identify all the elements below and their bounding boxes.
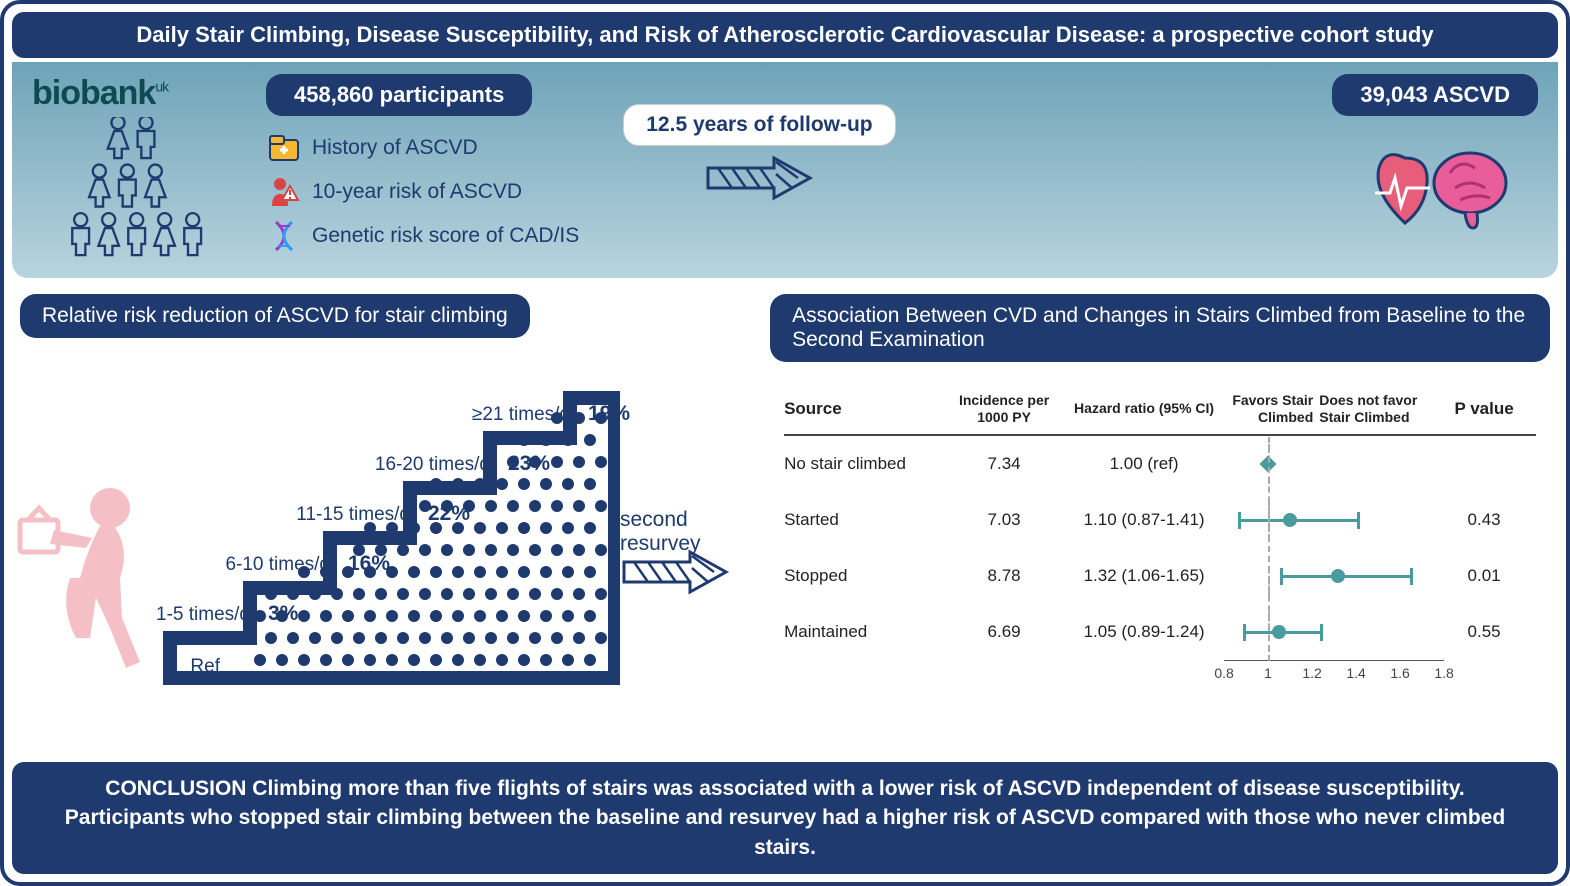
conclusion-text: CONCLUSION Climbing more than five fligh… bbox=[12, 762, 1558, 874]
row-incidence: 7.03 bbox=[944, 510, 1064, 530]
col-p: P value bbox=[1444, 399, 1524, 419]
axis-tick: 1.6 bbox=[1390, 665, 1409, 681]
row-plot bbox=[1224, 500, 1444, 540]
climber-icon bbox=[10, 478, 180, 678]
person-alert-icon bbox=[266, 174, 302, 210]
axis-tick: 1.2 bbox=[1302, 665, 1321, 681]
row-hr: 1.05 (0.89-1.24) bbox=[1064, 622, 1224, 642]
row-p: 0.01 bbox=[1444, 566, 1524, 586]
right-panel: Association Between CVD and Changes in S… bbox=[762, 286, 1558, 750]
biobank-logo: biobankuk bbox=[32, 74, 242, 113]
axis-tick: 1.8 bbox=[1434, 665, 1453, 681]
row-source: Stopped bbox=[784, 566, 944, 586]
forest-axis: 0.811.21.41.61.8 bbox=[1224, 660, 1444, 690]
participants-pill: 458,860 participants bbox=[266, 74, 532, 116]
col-hr: Hazard ratio (95% CI) bbox=[1064, 400, 1224, 417]
stair-pct-4: 23% bbox=[508, 452, 550, 476]
stair-pct-3: 22% bbox=[428, 502, 470, 526]
ascvd-pill: 39,043 ASCVD bbox=[1332, 74, 1538, 116]
infographic-container: Daily Stair Climbing, Disease Susceptibi… bbox=[0, 0, 1570, 886]
folder-icon bbox=[266, 130, 302, 166]
left-panel-header: Relative risk reduction of ASCVD for sta… bbox=[20, 294, 530, 338]
info-label-0: History of ASCVD bbox=[312, 136, 478, 160]
row-p: 0.55 bbox=[1444, 622, 1524, 642]
biobank-column: biobankuk bbox=[32, 74, 242, 262]
row-source: Started bbox=[784, 510, 944, 530]
axis-tick: 1.4 bbox=[1346, 665, 1365, 681]
row-hr: 1.00 (ref) bbox=[1064, 454, 1224, 474]
info-label-1: 10-year risk of ASCVD bbox=[312, 180, 522, 204]
row-plot bbox=[1224, 612, 1444, 652]
col-notfavor: Does not favor Stair Climbed bbox=[1319, 392, 1444, 426]
col-source: Source bbox=[784, 399, 944, 419]
forest-row: Stopped8.781.32 (1.06-1.65) 0.01 bbox=[784, 548, 1536, 604]
dna-icon bbox=[266, 218, 302, 254]
col-plot-header: Favors Stair Climbed Does not favor Stai… bbox=[1224, 392, 1444, 426]
info-label-2: Genetic risk score of CAD/IS bbox=[312, 224, 579, 248]
left-panel: Relative risk reduction of ASCVD for sta… bbox=[12, 286, 754, 750]
forest-plot: Source Incidence per 1000 PY Hazard rati… bbox=[770, 374, 1550, 700]
participants-column: 458,860 participants History of ASCVD 10… bbox=[266, 74, 579, 262]
forest-header-row: Source Incidence per 1000 PY Hazard rati… bbox=[784, 384, 1536, 436]
info-item-genetic: Genetic risk score of CAD/IS bbox=[266, 218, 579, 254]
stair-label-3: 11-15 times/d bbox=[265, 504, 410, 526]
main-title: Daily Stair Climbing, Disease Susceptibi… bbox=[12, 12, 1558, 58]
ascvd-column: 39,043 ASCVD bbox=[1332, 74, 1538, 248]
row-hr: 1.10 (0.87-1.41) bbox=[1064, 510, 1224, 530]
followup-column: 12.5 years of follow-up bbox=[623, 104, 895, 202]
stair-pct-5: 19% bbox=[588, 402, 630, 426]
row-plot bbox=[1224, 556, 1444, 596]
stair-label-4: 16-20 times/d bbox=[345, 454, 490, 476]
forest-body: No stair climbed7.341.00 (ref)Started7.0… bbox=[784, 436, 1536, 660]
top-panel: biobankuk bbox=[12, 62, 1558, 278]
arrow-right-icon bbox=[704, 154, 814, 202]
stair-label-2: 6-10 times/d bbox=[195, 554, 330, 576]
axis-tick: 0.8 bbox=[1214, 665, 1233, 681]
stair-label-5: ≥21 times/d bbox=[435, 404, 570, 426]
heart-brain-icon bbox=[1355, 128, 1515, 248]
forest-row: Started7.031.10 (0.87-1.41) 0.43 bbox=[784, 492, 1536, 548]
row-source: Maintained bbox=[784, 622, 944, 642]
stair-pct-1: 3% bbox=[268, 602, 298, 626]
followup-pill: 12.5 years of follow-up bbox=[623, 104, 895, 146]
people-icon-grid bbox=[32, 117, 242, 262]
forest-row: Maintained6.691.05 (0.89-1.24) 0.55 bbox=[784, 604, 1536, 660]
bottom-section: Relative risk reduction of ASCVD for sta… bbox=[4, 278, 1566, 758]
col-favors: Favors Stair Climbed bbox=[1224, 392, 1313, 426]
row-incidence: 6.69 bbox=[944, 622, 1064, 642]
row-p: 0.43 bbox=[1444, 510, 1524, 530]
info-list: History of ASCVD 10-year risk of ASCVD G… bbox=[266, 130, 579, 254]
row-hr: 1.32 (1.06-1.65) bbox=[1064, 566, 1224, 586]
col-incidence: Incidence per 1000 PY bbox=[944, 392, 1064, 426]
info-item-risk: 10-year risk of ASCVD bbox=[266, 174, 579, 210]
axis-tick: 1 bbox=[1264, 665, 1272, 681]
staircase-icon bbox=[160, 388, 620, 688]
stairs-diagram: Ref 1-5 times/d 3% 6-10 times/d 16% 11-1… bbox=[20, 348, 746, 688]
biobank-sup: uk bbox=[155, 79, 168, 95]
right-panel-header: Association Between CVD and Changes in S… bbox=[770, 294, 1550, 362]
row-incidence: 7.34 bbox=[944, 454, 1064, 474]
info-item-history: History of ASCVD bbox=[266, 130, 579, 166]
row-incidence: 8.78 bbox=[944, 566, 1064, 586]
stair-pct-2: 16% bbox=[348, 552, 390, 576]
row-source: No stair climbed bbox=[784, 454, 944, 474]
row-plot bbox=[1224, 444, 1444, 484]
forest-axis-row: 0.8 1 1.2 1.4 1.6 1.8 bbox=[784, 660, 1536, 690]
forest-row: No stair climbed7.341.00 (ref) bbox=[784, 436, 1536, 492]
people-pyramid-icon bbox=[32, 117, 232, 257]
arrow-right-icon-2 bbox=[620, 548, 730, 596]
biobank-text: biobank bbox=[32, 74, 155, 112]
